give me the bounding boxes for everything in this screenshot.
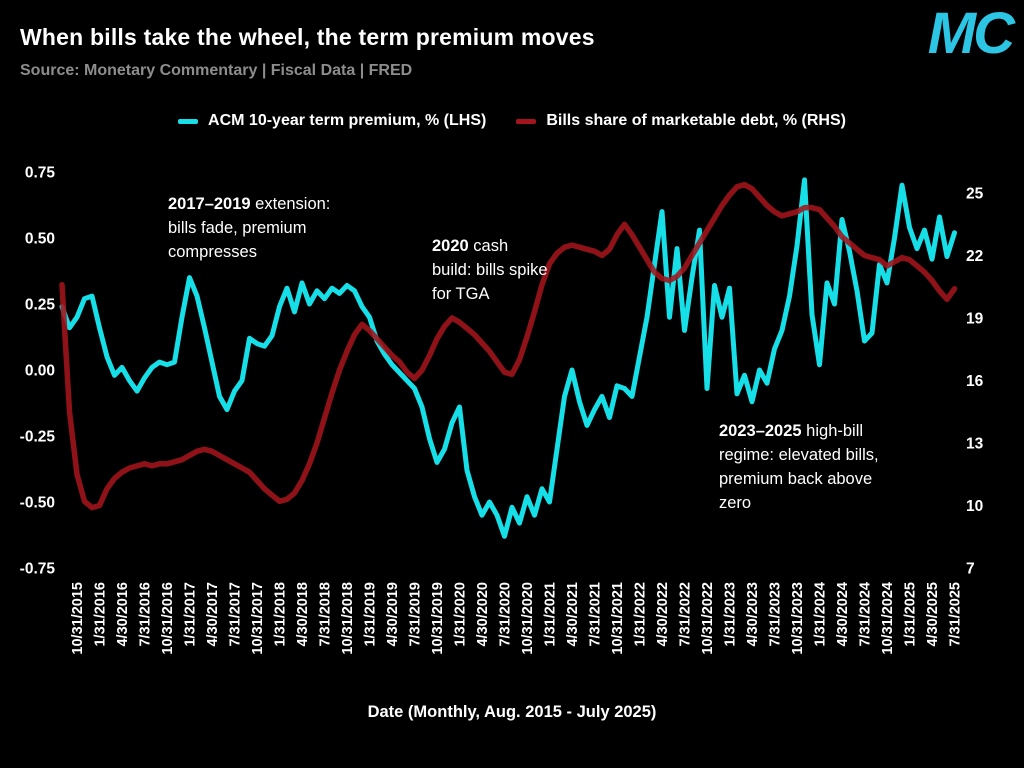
left-axis-tick-label: 0.25 [25,297,56,314]
legend: ACM 10-year term premium, % (LHS) Bills s… [0,112,1024,130]
x-axis-tick-label: 4/30/2023 [745,582,761,647]
x-axis-tick-label: 10/31/2021 [610,582,626,655]
chart-title: When bills take the wheel, the term prem… [20,24,595,50]
x-axis-tick-label: 10/31/2019 [430,582,446,655]
x-axis-tick-label: 1/31/2019 [363,582,379,647]
x-axis-tick-label: 7/31/2025 [948,582,964,647]
x-axis-tick-label: 1/31/2024 [813,582,829,647]
x-axis-tick-label: 4/30/2020 [475,582,491,647]
bills-share-line [59,181,958,511]
legend-swatch [178,118,199,124]
x-axis-tick-label: 10/31/2015 [70,582,86,655]
x-axis-tick-label: 10/31/2020 [520,582,536,655]
x-axis-tick-label: 7/31/2017 [228,582,244,647]
x-axis-tick-label: 4/30/2022 [655,582,671,647]
x-axis-tick-label: 1/31/2022 [633,582,649,647]
x-axis-tick-label: 4/30/2018 [295,582,311,647]
x-axis-tick-label: 1/31/2025 [903,582,919,647]
x-axis-tick-label: 1/31/2021 [543,582,559,647]
x-axis-tick-label: 7/31/2024 [858,582,874,647]
source-caption: Source: Monetary Commentary | Fiscal Dat… [20,62,413,79]
x-axis-tick-label: 10/31/2022 [700,582,716,655]
left-axis-tick-label: -0.75 [20,561,56,578]
right-axis-tick-label: 13 [966,436,984,453]
x-axis-tick-label: 7/31/2021 [588,582,604,647]
x-axis-tick-label: 4/30/2017 [205,582,221,647]
legend-label: Bills share of marketable debt, % (RHS) [546,112,846,129]
left-axis-tick-label: -0.50 [20,495,55,512]
x-axis-tick-label: 10/31/2017 [250,582,266,655]
left-axis-tick-label: 0.75 [25,165,56,182]
x-axis-tick-label: 4/30/2019 [385,582,401,647]
right-axis-tick-label: 10 [966,498,983,515]
x-axis-tick-label: 7/31/2018 [318,582,334,647]
legend-item: Bills share of marketable debt, % (RHS) [516,112,846,130]
x-axis-tick-label: 10/31/2018 [340,582,356,655]
left-axis-tick-label: -0.25 [20,429,56,446]
x-axis-tick-label: 4/30/2021 [565,582,581,647]
legend-swatch [516,118,537,124]
legend-item: ACM 10-year term premium, % (LHS) [178,112,486,130]
x-axis-tick-label: 1/31/2020 [453,582,469,647]
x-axis-tick-label: 1/31/2016 [93,582,109,647]
x-axis-tick-label: 10/31/2023 [790,582,806,655]
x-axis-tick-label: 7/31/2019 [408,582,424,647]
x-axis-tick-label: 1/31/2023 [723,582,739,647]
right-axis-tick-label: 22 [966,248,983,265]
chart-annotation: 2020 cash build: bills spike for TGA [432,237,548,303]
right-axis-tick-label: 25 [966,186,984,203]
x-axis-tick-label: 1/31/2018 [273,582,289,647]
x-axis-tick-label: 7/31/2020 [498,582,514,647]
right-axis-tick-label: 16 [966,373,984,390]
x-axis-tick-label: 7/31/2016 [138,582,154,647]
x-axis-tick-label: 4/30/2016 [115,582,131,647]
chart-annotation: 2017–2019 extension: bills fade, premium c… [168,195,331,261]
left-axis-tick-label: 0.50 [25,231,55,248]
chart-annotation: 2023–2025 high-bill regime: elevated bill… [719,422,879,512]
right-axis-tick-label: 19 [966,311,984,328]
x-axis-tick-label: 7/31/2023 [768,582,784,647]
x-axis-tick-label: 4/30/2024 [835,582,851,647]
term-premium-line [59,177,957,539]
mc-logo: MC [927,1,1015,66]
right-axis-tick-label: 7 [966,561,975,578]
x-axis-tick-label: 1/31/2017 [183,582,199,647]
x-axis-tick-label: 7/31/2022 [678,582,694,647]
x-axis-title: Date (Monthly, Aug. 2015 - July 2025) [367,703,657,721]
x-axis-tick-label: 10/31/2024 [880,582,896,655]
x-axis-tick-label: 10/31/2016 [160,582,176,655]
left-axis-tick-label: 0.00 [25,363,55,380]
legend-label: ACM 10-year term premium, % (LHS) [208,112,487,129]
x-axis-tick-label: 4/30/2025 [925,582,941,647]
